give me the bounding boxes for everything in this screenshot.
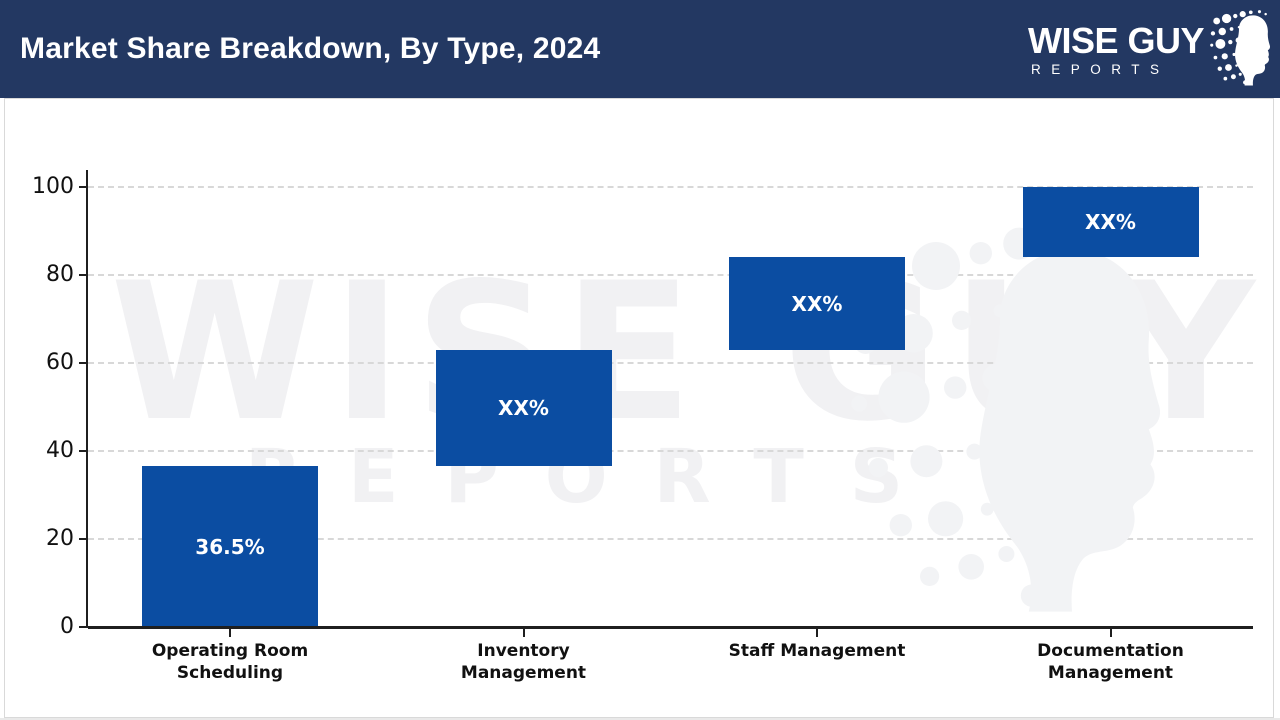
x-axis-category-label: Documentation Management [1037,641,1184,684]
y-axis-tick [79,450,86,452]
bar-segment: 36.5% [142,466,318,627]
x-axis-tick [229,629,231,637]
y-axis-tick-label: 20 [46,526,74,551]
wiseguy-face-icon [1208,9,1270,90]
x-axis-category-label: Operating Room Scheduling [151,641,309,684]
y-axis-tick [79,362,86,364]
logo-line2: REPORTS [1030,61,1170,77]
y-axis-tick [79,538,86,540]
gridline [88,538,1253,540]
x-axis-category-label: Staff Management [728,641,906,661]
x-axis-tick [522,629,525,637]
bar-value-label: 36.5% [195,534,265,559]
page-title: Market Share Breakdown, By Type, 2024 [20,32,601,65]
bar-segment: XX% [435,349,612,467]
bar-value-label: XX% [498,396,549,421]
x-axis-line [88,626,1253,629]
y-axis-tick-label: 80 [46,262,74,287]
logo-wordmark: WISE GUY REPORTS [1027,19,1205,77]
bar-value-label: XX% [1085,210,1136,235]
y-axis-tick [79,186,86,188]
header: Market Share Breakdown, By Type, 2024 WI… [0,0,1280,98]
y-axis-tick [79,626,86,628]
bottom-strip [0,718,1280,720]
gridline [88,186,1253,188]
bar-value-label: XX% [791,291,843,316]
x-axis-tick [816,629,818,637]
y-axis-tick-label: 40 [46,438,74,463]
x-axis-category-label: Inventory Management [460,641,587,684]
logo-line1: WISE GUY [1027,19,1205,61]
y-axis-tick-label: 60 [46,350,74,375]
y-axis-tick-label: 100 [32,174,74,199]
y-axis-tick [79,274,86,276]
gridline [88,274,1253,276]
bar-segment: XX% [729,257,905,350]
x-axis-tick [1109,629,1112,637]
bar-segment: XX% [1022,187,1199,258]
brand-logo: WISE GUY REPORTS [1028,9,1270,90]
y-axis-line [86,170,88,628]
y-axis-tick-label: 0 [60,614,74,639]
gridline [88,450,1253,452]
gridline [88,362,1253,364]
